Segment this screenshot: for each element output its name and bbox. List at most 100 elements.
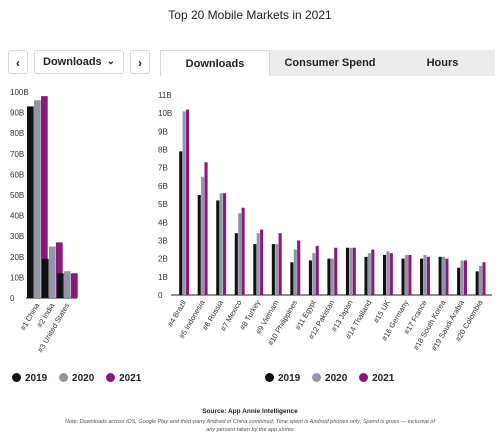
legend-dot <box>106 373 116 382</box>
legend-dot <box>59 373 69 382</box>
y-tick-label: 0 <box>10 294 15 303</box>
bar-2019 <box>382 255 387 295</box>
y-tick-label: 60B <box>10 170 24 179</box>
bar-2020 <box>330 258 334 295</box>
y-tick-label: 2B <box>158 255 168 264</box>
bar-2020 <box>423 255 427 295</box>
source-text: Source: App Annie Intelligence <box>202 408 298 415</box>
legend-label: 2019 <box>278 373 301 384</box>
bar-2021 <box>315 245 319 295</box>
y-tick-label: 20B <box>10 253 24 262</box>
bar-2020 <box>441 256 446 295</box>
y-tick-label: 5B <box>158 200 168 209</box>
bar-2021 <box>260 229 264 295</box>
legend-item: 2021 <box>106 373 141 384</box>
bar-2019 <box>57 273 64 298</box>
legend-dot <box>265 373 274 382</box>
bar-2021 <box>278 233 282 295</box>
bar-2019 <box>216 200 220 295</box>
note-text: Note: Downloads across iOS, Google Play … <box>64 419 436 433</box>
next-button[interactable]: › <box>130 50 150 74</box>
bar-2019 <box>234 233 238 295</box>
bar-2021 <box>297 240 301 295</box>
bar-2020 <box>404 255 409 295</box>
bar-2020 <box>219 193 223 295</box>
bar-2021 <box>56 242 63 298</box>
legend-label: 2020 <box>72 373 95 384</box>
metric-dropdown[interactable]: Downloads ⌄ <box>34 50 124 74</box>
bar-2019 <box>197 195 201 295</box>
legend-item: 2019 <box>265 373 300 384</box>
bar-2021 <box>389 253 393 295</box>
dropdown-label: Downloads <box>43 56 102 68</box>
bar-2019 <box>420 258 424 295</box>
tab-label: Consumer Spend <box>284 57 376 69</box>
bar-2021 <box>426 256 430 295</box>
legend-right: 2019 2020 2021 <box>265 373 403 384</box>
y-tick-label: 50B <box>10 191 24 200</box>
y-tick-label: 70B <box>10 150 24 159</box>
y-tick-label: 0 <box>158 291 163 300</box>
bar-2020 <box>49 246 56 298</box>
bar-2019 <box>457 267 461 295</box>
legend-dot <box>12 373 21 382</box>
legend-item: 2020 <box>312 373 347 384</box>
bar-2019 <box>327 258 331 295</box>
bar-2019 <box>27 106 34 298</box>
bar-2020 <box>34 100 41 299</box>
bar-2020 <box>367 253 371 295</box>
y-tick-label: 40B <box>10 212 24 221</box>
prev-button[interactable]: ‹ <box>8 50 28 74</box>
bar-2020 <box>460 260 464 295</box>
bar-2020 <box>386 251 390 295</box>
bar-2019 <box>475 271 479 295</box>
bar-2021 <box>482 262 486 295</box>
bar-2021 <box>185 109 190 295</box>
bar-2020 <box>312 253 316 295</box>
y-tick-label: 100B <box>10 88 29 97</box>
bar-2021 <box>223 193 227 295</box>
bar-2021 <box>41 96 48 299</box>
legend-dot <box>359 373 369 382</box>
chevron-left-icon: ‹ <box>16 56 20 70</box>
y-tick-label: 4B <box>158 218 168 227</box>
y-tick-label: 10B <box>158 109 172 118</box>
y-tick-label: 1B <box>158 273 168 282</box>
bar-2020 <box>201 176 205 295</box>
y-tick-label: 6B <box>158 182 168 191</box>
tab-label: Downloads <box>185 58 245 70</box>
bar-2020 <box>479 265 483 295</box>
bar-2019 <box>179 151 183 295</box>
bar-2020 <box>349 247 353 295</box>
chevron-down-icon: ⌄ <box>106 56 115 67</box>
bar-2020 <box>293 249 297 295</box>
bar-2019 <box>364 256 368 295</box>
tab-hours[interactable]: Hours <box>390 50 495 76</box>
bar-2020 <box>182 111 186 295</box>
tab-consumer-spend[interactable]: Consumer Spend <box>270 50 390 76</box>
y-tick-label: 3B <box>158 236 168 245</box>
bar-2021 <box>204 162 208 295</box>
bar-2019 <box>290 262 294 295</box>
bar-2019 <box>308 260 312 295</box>
tab-downloads[interactable]: Downloads <box>160 50 270 76</box>
legend-item: 2019 <box>12 373 47 384</box>
legend-left: 2019 2020 2021 <box>12 373 150 384</box>
bar-2021 <box>445 258 449 295</box>
bar-2020 <box>64 271 71 298</box>
bar-2019 <box>42 258 49 298</box>
bar-2020 <box>256 233 260 295</box>
bar-2021 <box>334 247 338 295</box>
legend-label: 2021 <box>372 373 395 384</box>
y-tick-label: 9B <box>158 127 168 136</box>
bar-2021 <box>71 273 78 298</box>
y-tick-label: 80B <box>10 129 24 138</box>
bar-2021 <box>371 249 375 295</box>
legend-label: 2019 <box>25 373 48 384</box>
tab-bar: Downloads Consumer Spend Hours <box>160 50 495 76</box>
bar-2021 <box>463 260 468 295</box>
bar-2019 <box>401 258 405 295</box>
legend-dot <box>312 373 322 382</box>
legend-label: 2021 <box>119 373 142 384</box>
